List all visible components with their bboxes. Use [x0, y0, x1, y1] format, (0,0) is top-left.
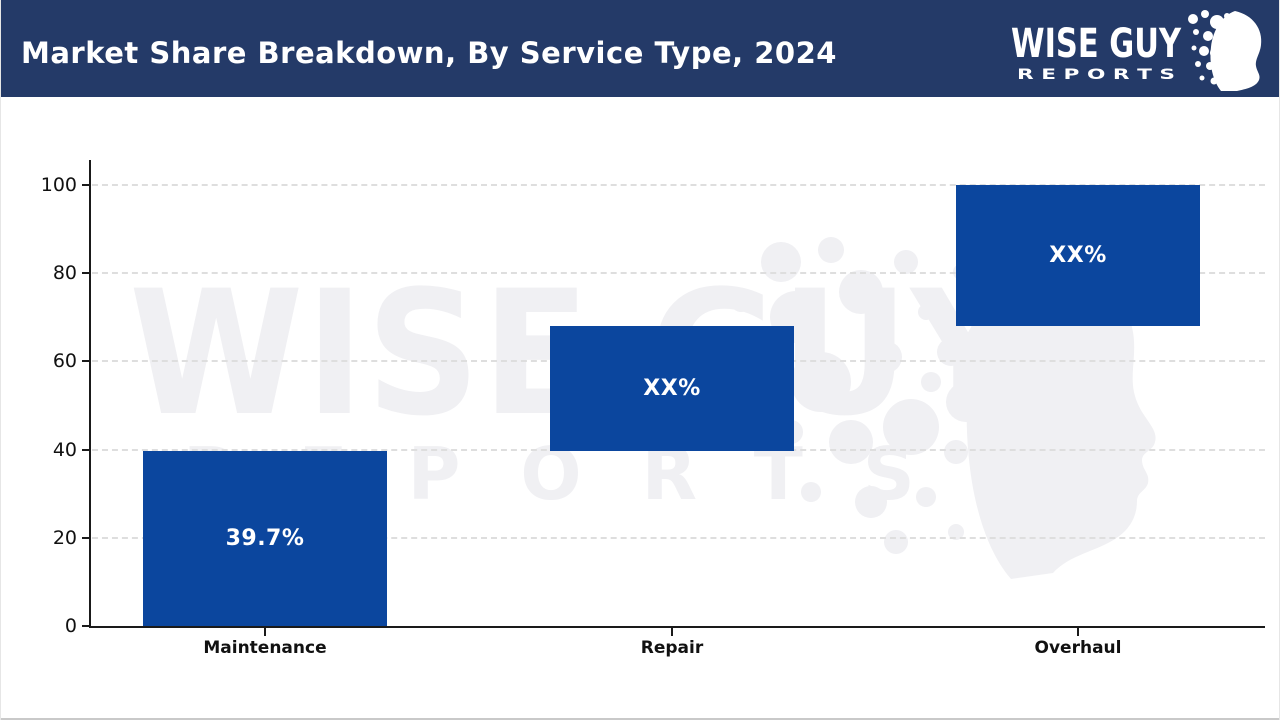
y-axis-tick-40	[82, 448, 89, 451]
logo-face-icon	[1188, 9, 1262, 91]
logo-text-wiseguy: WISE GUY	[1011, 21, 1182, 67]
gridline-y-20	[92, 536, 1265, 539]
y-axis-tick-100	[82, 184, 89, 186]
x-axis-label-overhaul: Overhaul	[1034, 638, 1122, 658]
gridline-y-80	[92, 272, 1265, 275]
gridline-y-100	[92, 184, 1265, 186]
bar-value-label-overhaul: XX%	[1049, 243, 1107, 269]
y-axis-tick-60	[82, 360, 89, 363]
bar-repair: XX%	[550, 326, 794, 451]
wise-guy-reports-logo: WISE GUY R E P O R T S	[1011, 9, 1262, 91]
y-axis-label-20: 20	[52, 526, 77, 549]
bar-maintenance: 39.7%	[143, 450, 387, 626]
x-axis-label-repair: Repair	[640, 638, 704, 658]
x-axis-line	[89, 626, 1265, 628]
y-axis-tick-20	[82, 536, 89, 539]
page-bottom-edge	[1, 718, 1279, 720]
y-axis-label-80: 80	[52, 262, 77, 285]
y-axis-label-100: 100	[40, 174, 77, 196]
y-axis-tick-0	[82, 625, 89, 627]
chart-title: Market Share Breakdown, By Service Type,…	[21, 35, 837, 70]
y-axis-tick-80	[82, 272, 89, 275]
x-axis-tick-overhaul	[1077, 628, 1079, 636]
bar-value-label-repair: XX%	[643, 376, 701, 401]
bar-overhaul: XX%	[956, 185, 1200, 327]
x-axis-tick-maintenance	[264, 628, 266, 636]
x-axis-label-maintenance: Maintenance	[203, 638, 327, 658]
y-axis-label-60: 60	[52, 350, 77, 373]
bar-value-label-maintenance: 39.7%	[225, 525, 305, 551]
x-axis-tick-repair	[671, 628, 673, 636]
logo-text-reports: R E P O R T S	[1017, 67, 1175, 83]
header-bar: Market Share Breakdown, By Service Type,…	[1, 0, 1279, 97]
y-axis-line	[89, 160, 91, 628]
y-axis-label-40: 40	[52, 438, 77, 461]
y-axis-label-0: 0	[64, 615, 77, 637]
